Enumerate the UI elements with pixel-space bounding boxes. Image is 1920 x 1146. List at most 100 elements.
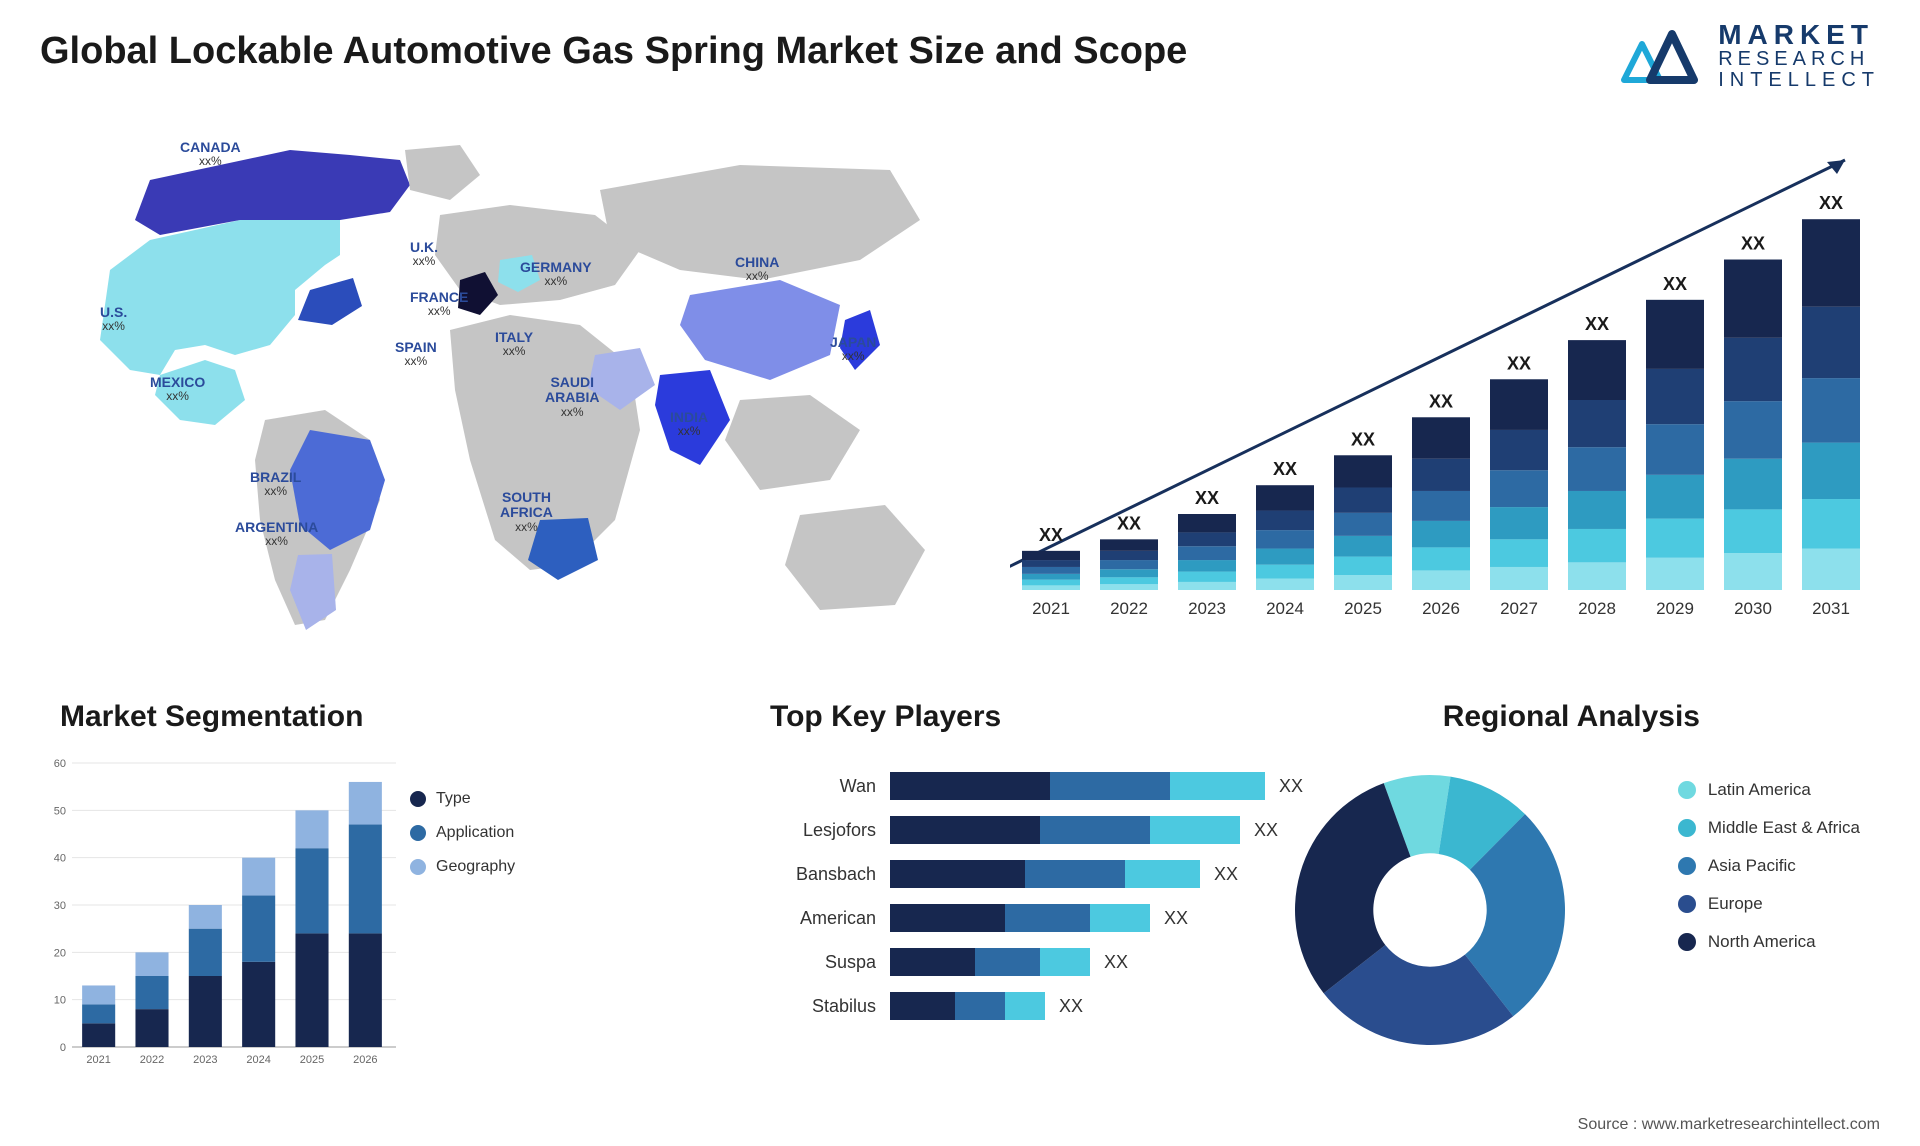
segmentation-heading: Market Segmentation [60,700,363,734]
key-players-heading: Top Key Players [770,700,1001,734]
legend-item: North America [1678,932,1860,952]
map-label: GERMANYxx% [520,260,592,289]
svg-text:2026: 2026 [1422,599,1460,618]
svg-text:2021: 2021 [86,1054,110,1066]
legend-item: Type [410,790,515,808]
svg-text:2027: 2027 [1500,599,1538,618]
logo-text: MARKET RESEARCH INTELLECT [1718,20,1880,91]
map-label: SPAINxx% [395,340,437,369]
svg-text:XX: XX [1195,488,1219,508]
svg-text:30: 30 [54,900,66,912]
regional-donut [1280,760,1580,1060]
svg-text:XX: XX [1741,234,1765,254]
player-bar [890,772,1265,800]
player-value: XX [1254,820,1278,841]
map-label: CHINAxx% [735,255,779,284]
svg-text:2030: 2030 [1734,599,1772,618]
segmentation-chart-svg: 0 10 20 30 40 50 60 2021 2022 2023 2024 2025 2026 [40,755,400,1075]
player-name: Bansbach [770,864,890,885]
player-bar [890,860,1200,888]
legend-item: Europe [1678,894,1860,914]
svg-text:XX: XX [1663,274,1687,294]
svg-text:60: 60 [54,758,66,770]
player-bar [890,904,1150,932]
player-row: American XX [770,902,1310,934]
svg-text:2022: 2022 [140,1054,164,1066]
key-players-chart: WanXXLesjoforsXXBansbachXXAmericanXXSusp… [770,770,1310,1034]
svg-text:XX: XX [1585,314,1609,334]
map-label: SOUTHAFRICAxx% [500,490,553,534]
player-name: Wan [770,776,890,797]
svg-text:XX: XX [1039,525,1063,545]
svg-text:10: 10 [54,995,66,1007]
market-size-chart: XX 2021 XX 2022 XX 2023 XX 2024 XX 2025 XX 2026 XX 20… [1010,140,1860,640]
player-row: Suspa XX [770,946,1310,978]
svg-text:2029: 2029 [1656,599,1694,618]
map-label: FRANCExx% [410,290,468,319]
legend-item: Latin America [1678,780,1860,800]
brand-logo: MARKET RESEARCH INTELLECT [1620,20,1880,91]
page-title: Global Lockable Automotive Gas Spring Ma… [40,30,1187,73]
map-label: U.S.xx% [100,305,127,334]
player-value: XX [1214,864,1238,885]
legend-item: Geography [410,858,515,876]
logo-mark-icon [1620,24,1706,88]
svg-text:2025: 2025 [300,1054,324,1066]
player-value: XX [1104,952,1128,973]
player-name: Lesjofors [770,820,890,841]
svg-text:2025: 2025 [1344,599,1382,618]
player-row: Stabilus XX [770,990,1310,1022]
map-label: MEXICOxx% [150,375,205,404]
player-row: Bansbach XX [770,858,1310,890]
player-name: Suspa [770,952,890,973]
svg-text:XX: XX [1819,193,1843,213]
player-name: Stabilus [770,996,890,1017]
map-label: INDIAxx% [670,410,708,439]
svg-text:2024: 2024 [1266,599,1304,618]
player-bar [890,948,1090,976]
map-label: JAPANxx% [830,335,876,364]
svg-text:50: 50 [54,805,66,817]
player-value: XX [1059,996,1083,1017]
svg-text:20: 20 [54,947,66,959]
player-bar [890,992,1045,1020]
map-label: ARGENTINAxx% [235,520,318,549]
svg-text:XX: XX [1507,353,1531,373]
svg-text:2023: 2023 [1188,599,1226,618]
world-map: CANADAxx% U.S.xx% MEXICOxx% BRAZILxx% ARGENT… [40,120,940,660]
svg-text:XX: XX [1351,429,1375,449]
segmentation-chart: 0 10 20 30 40 50 60 2021 2022 2023 2024 2025 2026 [40,755,400,1075]
svg-text:XX: XX [1273,459,1297,479]
svg-text:2022: 2022 [1110,599,1148,618]
svg-text:XX: XX [1117,513,1141,533]
svg-text:2024: 2024 [246,1054,270,1066]
player-value: XX [1164,908,1188,929]
player-bar [890,816,1240,844]
map-label: BRAZILxx% [250,470,301,499]
svg-text:0: 0 [60,1042,66,1054]
map-label: SAUDIARABIAxx% [545,375,599,419]
segmentation-legend: Type Application Geography [410,790,515,892]
source-text: Source : www.marketresearchintellect.com [1578,1116,1880,1134]
player-name: American [770,908,890,929]
svg-text:XX: XX [1429,391,1453,411]
svg-text:2026: 2026 [353,1054,377,1066]
logo-line2: RESEARCH [1718,49,1880,70]
legend-item: Application [410,824,515,842]
legend-item: Asia Pacific [1678,856,1860,876]
map-label: CANADAxx% [180,140,241,169]
player-row: Lesjofors XX [770,814,1310,846]
market-size-chart-svg: XX 2021 XX 2022 XX 2023 XX 2024 XX 2025 XX 2026 XX 20… [1010,140,1860,640]
regional-legend: Latin America Middle East & Africa Asia Pa… [1678,780,1860,970]
svg-text:40: 40 [54,853,66,865]
svg-text:2031: 2031 [1812,599,1850,618]
svg-text:2023: 2023 [193,1054,217,1066]
map-label: ITALYxx% [495,330,533,359]
regional-donut-svg [1280,760,1580,1060]
legend-item: Middle East & Africa [1678,818,1860,838]
svg-text:2028: 2028 [1578,599,1616,618]
map-label: U.K.xx% [410,240,438,269]
svg-text:2021: 2021 [1032,599,1070,618]
player-row: WanXX [770,770,1310,802]
regional-heading: Regional Analysis [1443,700,1700,734]
